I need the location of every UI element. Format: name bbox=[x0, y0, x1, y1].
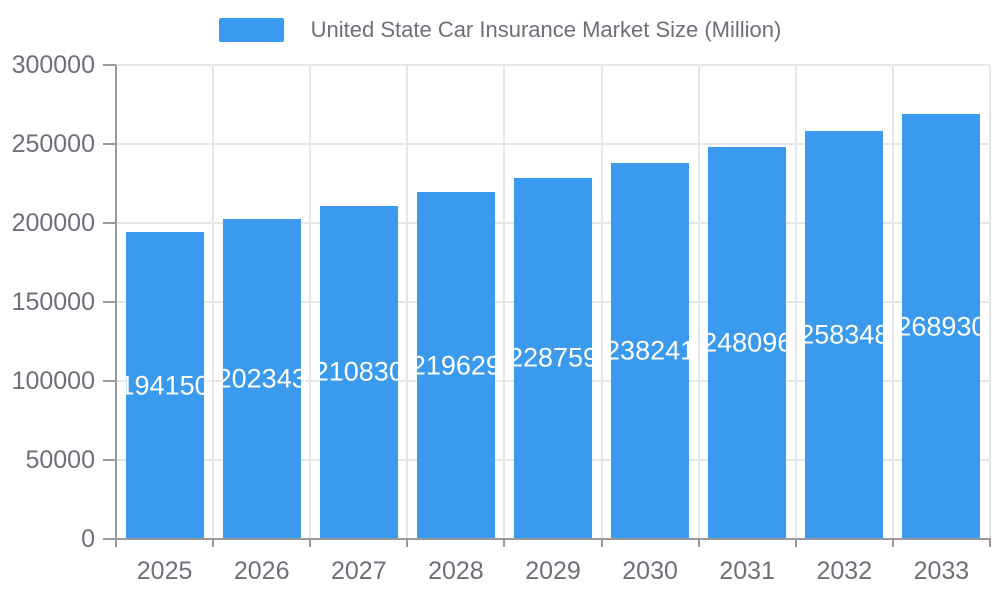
y-tick-label: 300000 bbox=[11, 51, 95, 79]
x-tick-label: 2025 bbox=[136, 557, 193, 585]
legend-label[interactable]: United State Car Insurance Market Size (… bbox=[310, 17, 782, 42]
y-axis-tick bbox=[103, 301, 116, 303]
x-axis-tick bbox=[309, 540, 312, 547]
y-axis-tick bbox=[103, 459, 116, 461]
y-tick-label: 200000 bbox=[11, 209, 95, 237]
bar-2032[interactable] bbox=[805, 130, 884, 539]
x-tick-label: 2029 bbox=[525, 557, 581, 585]
x-axis-tick bbox=[794, 540, 797, 547]
y-tick-label: 50000 bbox=[25, 446, 95, 474]
x-axis-tick bbox=[697, 540, 700, 547]
x-axis-tick bbox=[600, 540, 603, 547]
x-axis-tick bbox=[989, 540, 991, 547]
x-gridline bbox=[697, 65, 700, 539]
legend-color-swatch[interactable] bbox=[218, 18, 284, 42]
y-axis-line bbox=[115, 65, 117, 541]
bar-2033[interactable] bbox=[902, 114, 981, 539]
x-tick-label: 2033 bbox=[913, 557, 970, 585]
y-tick-label: 250000 bbox=[11, 130, 95, 158]
y-axis-tick bbox=[103, 380, 116, 382]
x-tick-label: 2032 bbox=[816, 557, 873, 585]
bar-2028[interactable] bbox=[416, 192, 495, 539]
x-gridline bbox=[891, 65, 894, 539]
x-gridline bbox=[503, 65, 506, 539]
bar-2030[interactable] bbox=[611, 162, 690, 539]
bar-2031[interactable] bbox=[708, 147, 787, 539]
x-axis-tick bbox=[115, 540, 117, 547]
legend-item[interactable]: United State Car Insurance Market Size (… bbox=[0, 17, 1000, 43]
x-tick-label: 2031 bbox=[719, 557, 775, 585]
y-axis-tick bbox=[103, 64, 116, 66]
bar-2029[interactable] bbox=[514, 177, 592, 539]
x-gridline bbox=[406, 65, 409, 539]
x-tick-label: 2030 bbox=[622, 557, 678, 585]
x-axis-line bbox=[115, 538, 991, 540]
y-tick-label: 150000 bbox=[11, 288, 95, 316]
bar-2027[interactable] bbox=[319, 205, 398, 539]
x-axis-tick bbox=[406, 540, 409, 547]
y-tick-label: 0 bbox=[81, 525, 95, 553]
x-gridline bbox=[309, 65, 312, 539]
y-axis-tick bbox=[103, 143, 116, 145]
x-gridline bbox=[212, 65, 215, 539]
x-axis-tick bbox=[503, 540, 506, 547]
y-axis-tick bbox=[103, 538, 116, 540]
y-gridline bbox=[116, 64, 990, 66]
x-axis-tick bbox=[891, 540, 894, 547]
x-gridline bbox=[989, 65, 991, 539]
x-gridline bbox=[794, 65, 797, 539]
x-axis-tick bbox=[212, 540, 215, 547]
x-tick-label: 2027 bbox=[330, 557, 387, 585]
y-axis-tick bbox=[103, 222, 116, 224]
bar-2025[interactable] bbox=[125, 232, 204, 539]
x-tick-label: 2026 bbox=[233, 557, 290, 585]
x-gridline bbox=[600, 65, 603, 539]
x-tick-label: 2028 bbox=[428, 557, 484, 585]
bar-2026[interactable] bbox=[222, 219, 301, 539]
y-tick-label: 100000 bbox=[11, 367, 95, 395]
y-gridline bbox=[116, 143, 990, 145]
